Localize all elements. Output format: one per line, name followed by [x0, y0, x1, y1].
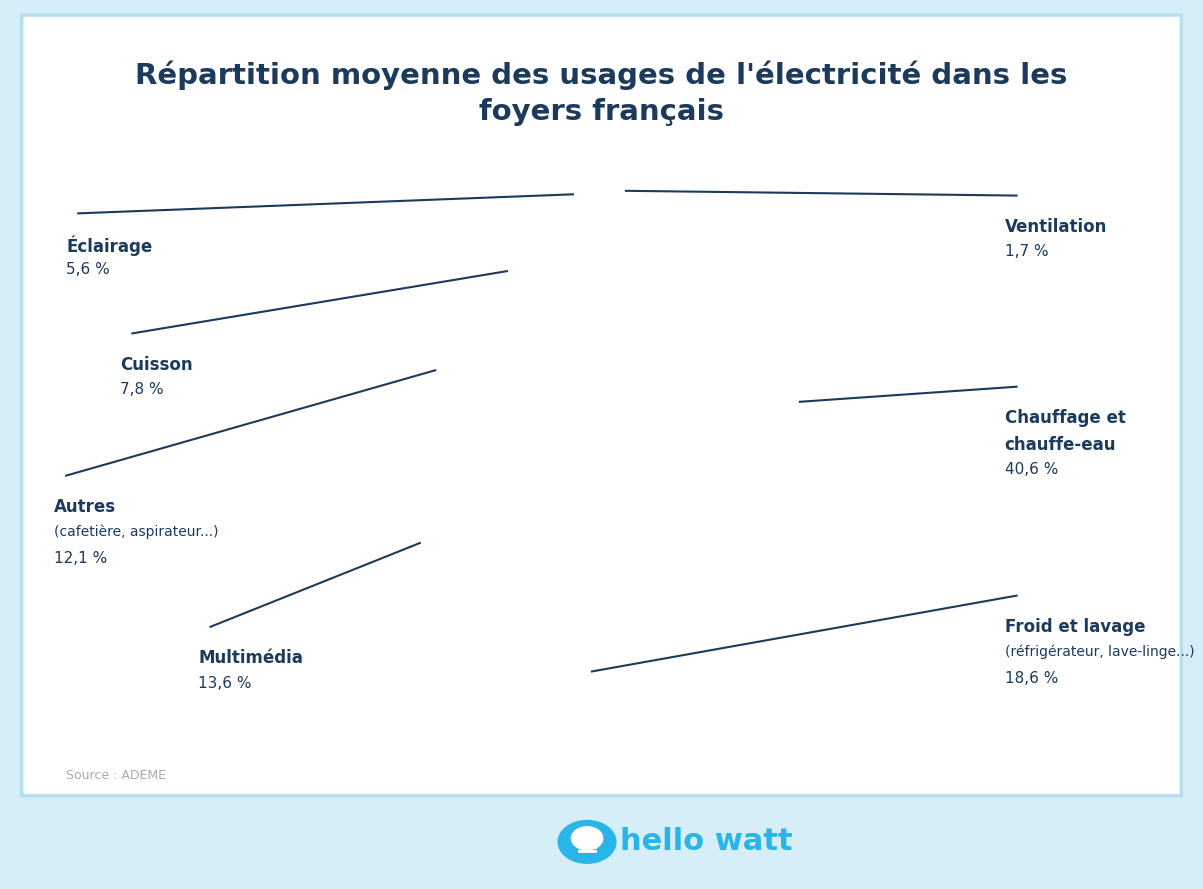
Text: Répartition moyenne des usages de l'électricité dans les
foyers français: Répartition moyenne des usages de l'élec… — [135, 60, 1068, 126]
Text: Froid et lavage: Froid et lavage — [1005, 618, 1145, 636]
Text: 13,6 %: 13,6 % — [198, 676, 251, 691]
Text: 18,6 %: 18,6 % — [1005, 671, 1057, 686]
Text: 40,6 %: 40,6 % — [1005, 462, 1057, 477]
Text: Ventilation: Ventilation — [1005, 218, 1107, 236]
Text: Éclairage: Éclairage — [66, 236, 153, 256]
Text: hello watt: hello watt — [620, 828, 792, 856]
Wedge shape — [614, 177, 641, 440]
Text: (réfrigérateur, lave-linge...): (réfrigérateur, lave-linge...) — [1005, 645, 1195, 659]
Text: Multimédia: Multimédia — [198, 649, 303, 667]
Text: Autres: Autres — [54, 498, 117, 516]
Text: Source : ADEME: Source : ADEME — [66, 769, 166, 781]
Text: 12,1 %: 12,1 % — [54, 551, 107, 566]
Wedge shape — [350, 265, 614, 448]
Text: Chauffage et: Chauffage et — [1005, 409, 1125, 427]
Wedge shape — [350, 440, 614, 645]
Wedge shape — [417, 193, 614, 440]
Text: chauffe-eau: chauffe-eau — [1005, 436, 1116, 453]
Text: (cafetière, aspirateur...): (cafetière, aspirateur...) — [54, 525, 219, 539]
Text: 7,8 %: 7,8 % — [120, 382, 164, 397]
Text: 5,6 %: 5,6 % — [66, 262, 109, 277]
Wedge shape — [523, 177, 614, 440]
Wedge shape — [446, 440, 736, 703]
Text: Cuisson: Cuisson — [120, 356, 192, 373]
Text: 1,7 %: 1,7 % — [1005, 244, 1048, 260]
Wedge shape — [614, 178, 877, 673]
